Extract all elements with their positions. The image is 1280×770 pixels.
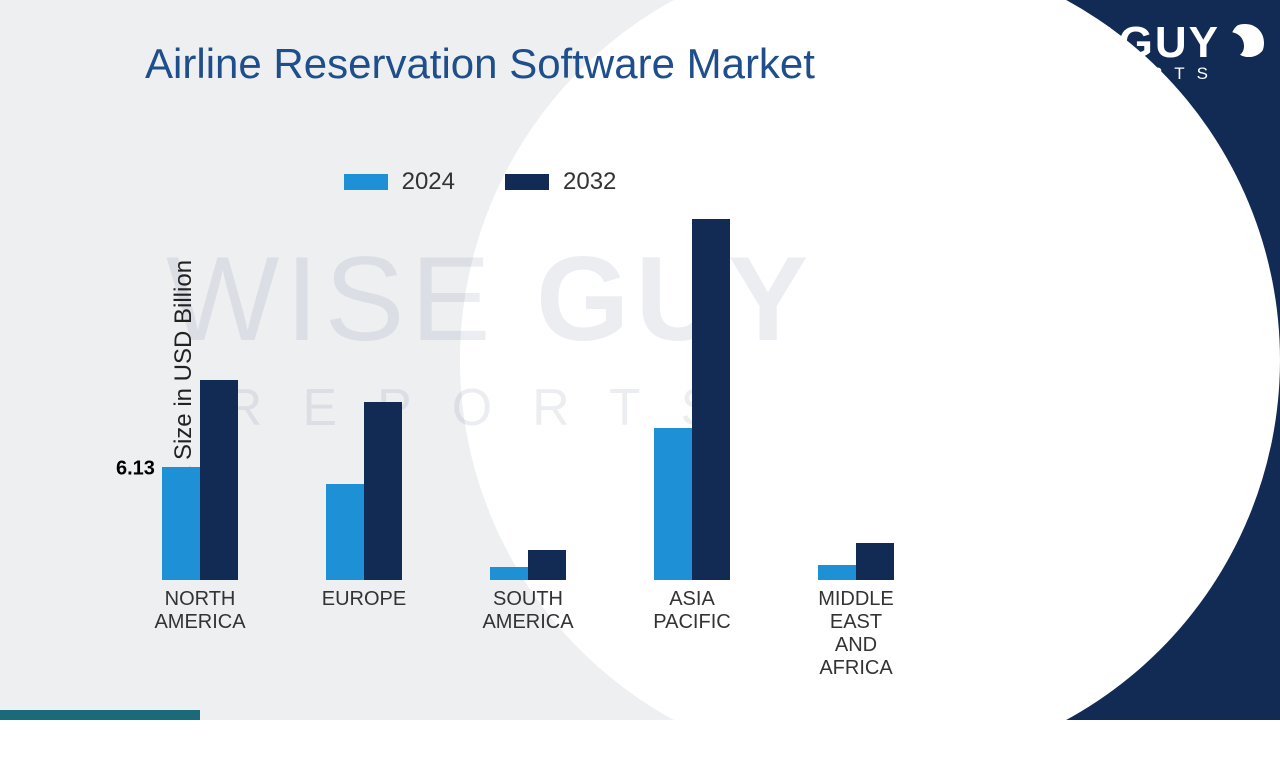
legend-swatch-2024 [344,174,388,190]
bar-cluster [130,380,270,580]
brand-logo: WISE GUY REPORTS [974,18,1264,84]
bar [162,467,200,580]
bar [364,402,402,580]
bar [528,550,566,580]
bar-cluster [622,219,762,580]
legend: 2024 2032 [0,168,960,196]
bar-cluster [458,550,598,580]
bar [326,484,364,580]
legend-label-2024: 2024 [402,168,455,196]
x-axis-label: EUROPE [294,588,434,611]
logo-text-wise: WISE [994,18,1114,68]
bar [490,567,528,580]
legend-label-2032: 2032 [563,168,616,196]
logo-head-icon [1226,24,1264,62]
bar-cluster [786,543,926,580]
bar [200,380,238,580]
plot-area [120,210,940,580]
x-axis-label: MIDDLE EAST AND AFRICA [786,588,926,680]
legend-item-2024: 2024 [344,168,455,196]
chart-title: Airline Reservation Software Market [0,40,960,88]
x-axis-label: NORTH AMERICA [130,588,270,634]
bar [856,543,894,580]
logo-text-guy: GUY [1119,18,1220,68]
bar-cluster [294,402,434,580]
legend-swatch-2032 [505,174,549,190]
x-axis-label: SOUTH AMERICA [458,588,598,634]
bottom-strip [0,710,200,720]
bar [692,219,730,580]
legend-item-2032: 2032 [505,168,616,196]
bar [818,565,856,580]
bar [654,428,692,580]
x-axis-label: ASIA PACIFIC [622,588,762,634]
